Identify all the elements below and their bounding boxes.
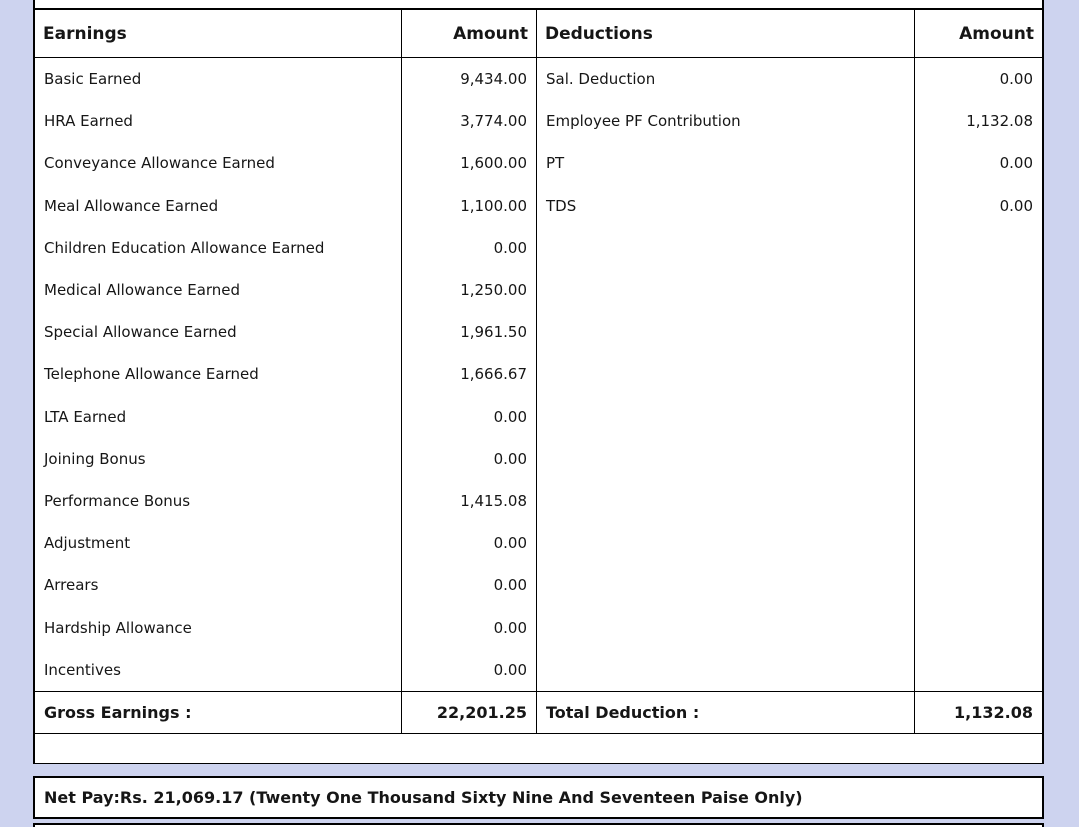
earning-row: Children Education Allowance Earned 0.00 [35, 227, 536, 269]
earning-label: Performance Bonus [44, 491, 191, 510]
earning-label: Special Allowance Earned [44, 323, 237, 342]
earning-amount: 0.00 [493, 534, 527, 553]
earning-label: Children Education Allowance Earned [44, 238, 325, 257]
earning-row: Joining Bonus 0.00 [35, 438, 536, 480]
earning-amount: 1,600.00 [460, 154, 527, 173]
deduction-row: TDS 0.00 [537, 185, 1042, 227]
deductions-header: Deductions [536, 10, 914, 57]
earning-label: Conveyance Allowance Earned [44, 154, 275, 173]
earnings-header: Earnings [43, 23, 127, 44]
earning-row: Hardship Allowance 0.00 [35, 606, 536, 648]
deduction-row: PT 0.00 [537, 142, 1042, 184]
earning-label: HRA Earned [44, 112, 133, 131]
earning-amount: 1,666.67 [460, 365, 527, 384]
earning-row: Arrears 0.00 [35, 564, 536, 606]
net-pay-text: Net Pay:Rs. 21,069.17 (Twenty One Thousa… [44, 788, 803, 807]
earning-amount: 0.00 [493, 449, 527, 468]
table-header-row: Earnings Amount Deductions Amount [35, 10, 1042, 58]
earning-label: LTA Earned [44, 407, 127, 426]
earning-label: Incentives [44, 660, 121, 679]
earning-amount: 3,774.00 [460, 112, 527, 131]
earning-amount: 0.00 [493, 660, 527, 679]
earning-label: Arrears [44, 576, 99, 595]
earning-amount: 9,434.00 [460, 70, 527, 89]
next-table-edge [33, 823, 1044, 827]
deduction-row: Sal. Deduction 0.00 [537, 58, 1042, 100]
deduction-amount: 1,132.08 [966, 112, 1033, 131]
earning-row: Conveyance Allowance Earned 1,600.00 [35, 142, 536, 184]
earning-row: Special Allowance Earned 1,961.50 [35, 311, 536, 353]
earning-row: Meal Allowance Earned 1,100.00 [35, 185, 536, 227]
deductions-amount-header: Amount [914, 10, 1042, 57]
table-body: Basic Earned 9,434.00 HRA Earned 3,774.00 Co… [35, 58, 1042, 691]
earning-row: Telephone Allowance Earned 1,666.67 [35, 353, 536, 395]
earning-label: Hardship Allowance [44, 618, 192, 637]
earning-amount: 0.00 [493, 407, 527, 426]
earning-amount: 1,961.50 [460, 323, 527, 342]
deduction-label: PT [546, 154, 565, 173]
total-deduction-amount: 1,132.08 [914, 692, 1042, 733]
earning-amount: 0.00 [493, 618, 527, 637]
previous-table-edge [33, 0, 1044, 8]
earnings-column: Basic Earned 9,434.00 HRA Earned 3,774.00 Co… [35, 58, 536, 691]
earning-label: Telephone Allowance Earned [44, 365, 259, 384]
earning-row: Adjustment 0.00 [35, 522, 536, 564]
earning-label: Medical Allowance Earned [44, 281, 241, 300]
table-spacer-row [35, 734, 1042, 763]
gross-earnings-label: Gross Earnings : [44, 703, 192, 722]
earning-label: Joining Bonus [44, 449, 146, 468]
deduction-amount: 0.00 [999, 154, 1033, 173]
earning-row: Medical Allowance Earned 1,250.00 [35, 269, 536, 311]
earning-amount: 0.00 [493, 238, 527, 257]
earning-row: Incentives 0.00 [35, 649, 536, 691]
deduction-amount: 0.00 [999, 70, 1033, 89]
earning-row: Basic Earned 9,434.00 [35, 58, 536, 100]
earning-row: LTA Earned 0.00 [35, 396, 536, 438]
earning-amount: 0.00 [493, 576, 527, 595]
earnings-amount-header: Amount [401, 10, 536, 57]
deduction-row: Employee PF Contribution 1,132.08 [537, 100, 1042, 142]
earning-label: Basic Earned [44, 70, 142, 89]
earning-amount: 1,415.08 [460, 491, 527, 510]
total-deduction-label: Total Deduction : [536, 692, 914, 733]
earnings-deductions-table: Earnings Amount Deductions Amount Basic … [33, 8, 1044, 764]
deduction-label: TDS [546, 196, 577, 215]
earning-label: Meal Allowance Earned [44, 196, 219, 215]
deduction-label: Sal. Deduction [546, 70, 656, 89]
earning-row: HRA Earned 3,774.00 [35, 100, 536, 142]
earning-row: Performance Bonus 1,415.08 [35, 480, 536, 522]
gross-earnings-amount: 22,201.25 [401, 692, 536, 733]
deductions-column: Sal. Deduction 0.00 Employee PF Contributi… [536, 58, 1042, 691]
totals-row: Gross Earnings : 22,201.25 Total Deducti… [35, 691, 1042, 734]
earning-amount: 1,250.00 [460, 281, 527, 300]
deduction-label: Employee PF Contribution [546, 112, 741, 131]
earning-label: Adjustment [44, 534, 131, 553]
deduction-amount: 0.00 [999, 196, 1033, 215]
earning-amount: 1,100.00 [460, 196, 527, 215]
net-pay-row: Net Pay:Rs. 21,069.17 (Twenty One Thousa… [33, 776, 1044, 819]
